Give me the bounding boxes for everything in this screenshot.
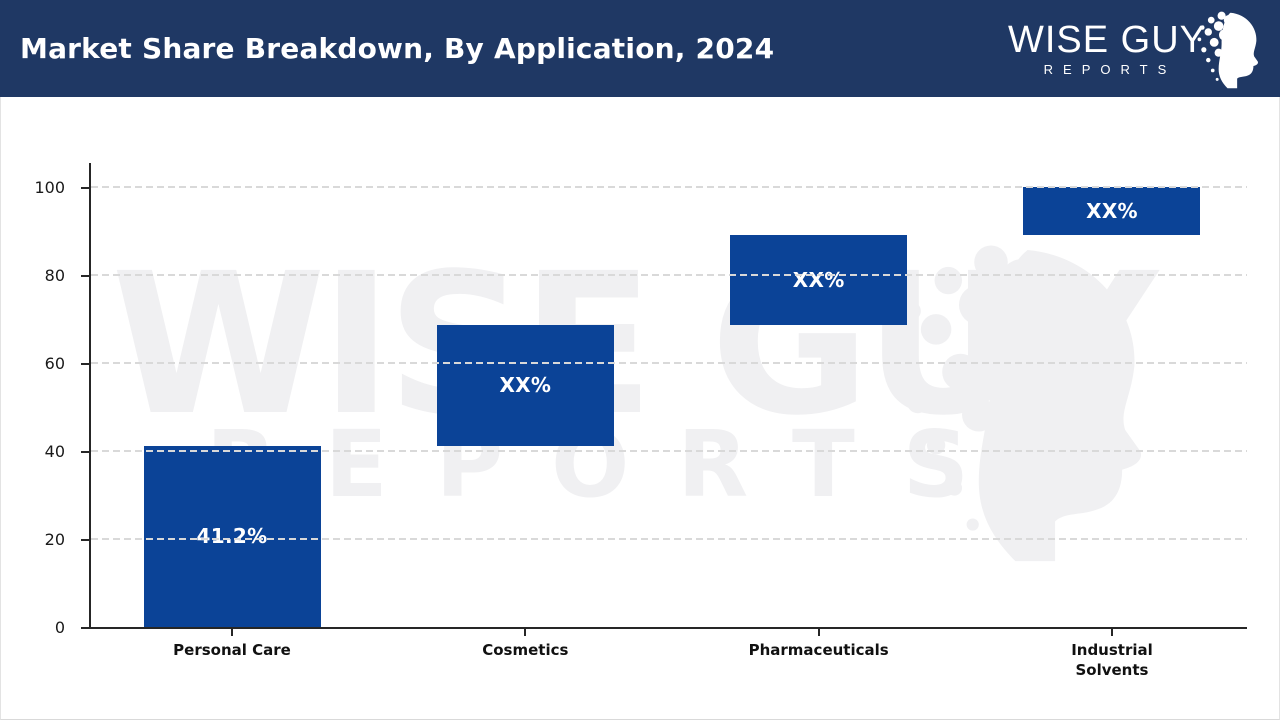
- y-tick-label: 20: [44, 530, 65, 549]
- logo-wordmark: WISE GUY: [1007, 19, 1206, 61]
- bar-value-label: XX%: [499, 373, 552, 398]
- x-category-label-line: Personal Care: [173, 641, 291, 659]
- bar-value-label: XX%: [792, 267, 845, 292]
- logo-text: WISE GUY REPORTS: [1008, 21, 1206, 76]
- x-category-label-line: Solvents: [1075, 661, 1149, 679]
- gridline-100: [91, 186, 1247, 188]
- x-axis: [89, 627, 1247, 629]
- head-profile-dots-icon: [1192, 7, 1266, 91]
- watermark-head-icon: [869, 227, 1174, 572]
- bar-value-label: XX%: [1086, 198, 1138, 223]
- x-tick-mark: [231, 629, 233, 636]
- x-category-label-line: Industrial: [1071, 641, 1153, 659]
- wise-guy-reports-logo: WISE GUY REPORTS: [1008, 7, 1266, 91]
- x-category-label-pharmaceuticals: Pharmaceuticals: [709, 640, 929, 660]
- bar-cosmetics: XX%: [436, 324, 614, 446]
- y-tick-mark: [81, 451, 89, 453]
- header-banner: Market Share Breakdown, By Application, …: [0, 0, 1280, 97]
- y-tick-mark: [81, 627, 89, 629]
- gridline-60: [91, 362, 1247, 364]
- y-tick-mark: [81, 363, 89, 365]
- bar-personal-care: 41.2%: [143, 445, 321, 627]
- page-title: Market Share Breakdown, By Application, …: [20, 32, 775, 65]
- gridline-80: [91, 274, 1247, 276]
- x-category-label-personal-care: Personal Care: [122, 640, 342, 660]
- x-category-label-cosmetics: Cosmetics: [415, 640, 635, 660]
- logo-subtitle: REPORTS: [1043, 62, 1177, 77]
- bar-industrial-solvents: XX%: [1023, 187, 1201, 235]
- y-tick-mark: [81, 187, 89, 189]
- bar-value-label: 41.2%: [196, 524, 268, 549]
- gridline-40: [91, 450, 1247, 452]
- y-tick-label: 40: [44, 442, 65, 461]
- y-tick-mark: [81, 275, 89, 277]
- x-tick-mark: [524, 629, 527, 636]
- x-tick-mark: [1110, 629, 1113, 636]
- gridline-20: [91, 538, 1247, 540]
- x-tick-mark: [817, 629, 820, 636]
- x-category-label-industrial-solvents: Industrial Solvents: [1002, 640, 1222, 680]
- y-axis: [89, 163, 91, 629]
- y-tick-label: 80: [44, 266, 65, 285]
- y-tick-label: 100: [34, 178, 65, 197]
- x-category-label-line: Cosmetics: [482, 641, 569, 659]
- y-tick-label: 60: [44, 354, 65, 373]
- y-tick-mark: [81, 539, 89, 541]
- chart-canvas: WISE GUY REPORTS 41.2% XX% XX% XX% 0 20 40 60 80…: [0, 97, 1280, 720]
- bar-pharmaceuticals: XX%: [730, 234, 908, 325]
- y-tick-label: 0: [54, 618, 65, 637]
- x-category-label-line: Pharmaceuticals: [748, 641, 889, 659]
